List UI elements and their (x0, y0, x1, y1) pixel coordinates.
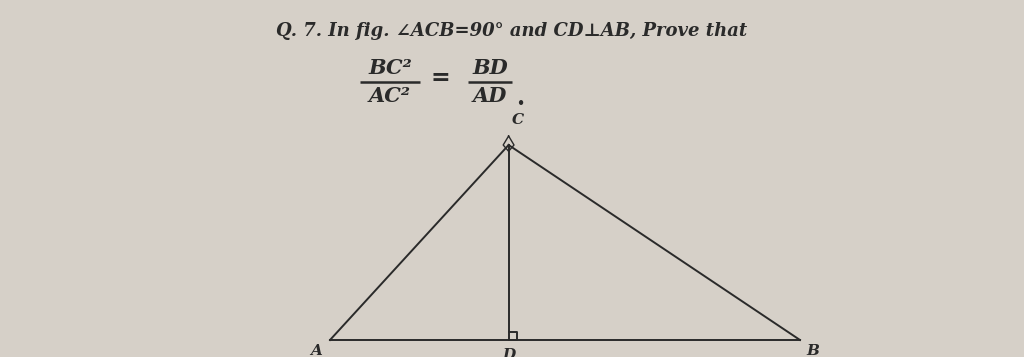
Text: C: C (512, 113, 523, 127)
Text: BC²: BC² (368, 58, 412, 78)
Text: B: B (806, 344, 819, 357)
Text: AD: AD (473, 86, 507, 106)
Text: D: D (502, 348, 515, 357)
Text: BD: BD (472, 58, 508, 78)
Text: AC²: AC² (369, 86, 411, 106)
Text: =: = (430, 66, 450, 90)
Text: Q. 7. In fig. ∠ACB=90° and CD⊥AB, Prove that: Q. 7. In fig. ∠ACB=90° and CD⊥AB, Prove … (276, 22, 748, 40)
Text: .: . (516, 86, 524, 110)
Text: A: A (310, 344, 322, 357)
